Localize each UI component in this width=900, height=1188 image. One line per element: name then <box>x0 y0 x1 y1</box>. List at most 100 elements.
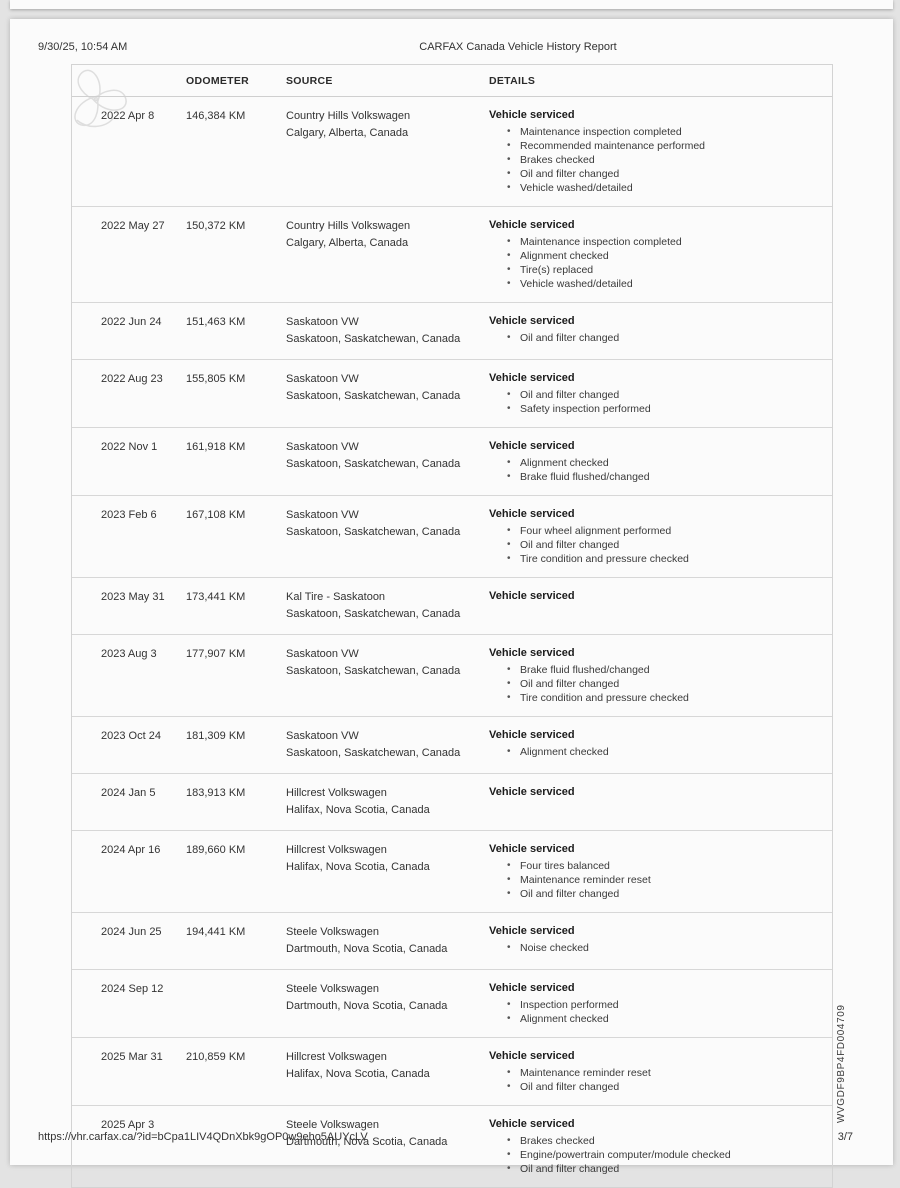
source-name: Steele Volkswagen <box>286 983 379 995</box>
source-name: Steele Volkswagen <box>286 1119 379 1131</box>
details-list: Noise checked <box>489 941 824 955</box>
service-date: 2024 Apr 16 <box>101 844 161 856</box>
service-detail-item: Inspection performed <box>506 998 824 1012</box>
odometer-value <box>186 981 286 1026</box>
details-list: Alignment checkedBrake fluid flushed/cha… <box>489 456 824 484</box>
odometer-value: 167,108 KM <box>186 509 246 521</box>
service-date: 2023 Oct 24 <box>101 730 161 742</box>
service-detail-item: Maintenance reminder reset <box>506 873 824 887</box>
table-header-row: ODOMETER SOURCE DETAILS <box>72 65 832 97</box>
source-cell: Saskatoon VW Saskatoon, Saskatchewan, Ca… <box>286 507 489 566</box>
table-row: 2022 Aug 23 155,805 KM Saskatoon VW Sask… <box>72 359 832 427</box>
service-detail-item: Four wheel alignment performed <box>506 524 824 538</box>
source-cell: Hillcrest Volkswagen Halifax, Nova Scoti… <box>286 1049 489 1094</box>
table-row: 2023 Aug 3 177,907 KM Saskatoon VW Saska… <box>72 634 832 716</box>
details-cell: Vehicle serviced Four wheel alignment pe… <box>489 507 824 566</box>
details-cell: Vehicle serviced Alignment checked <box>489 728 824 762</box>
details-title: Vehicle serviced <box>489 786 575 798</box>
source-cell: Steele Volkswagen Dartmouth, Nova Scotia… <box>286 924 489 958</box>
table-row: 2025 Apr 3 Steele Volkswagen Dartmouth, … <box>72 1105 832 1187</box>
service-detail-item: Alignment checked <box>506 745 824 759</box>
column-header-details: DETAILS <box>489 74 536 87</box>
source-cell: Saskatoon VW Saskatoon, Saskatchewan, Ca… <box>286 371 489 416</box>
source-name: Saskatoon VW <box>286 648 359 660</box>
table-body: 2022 Apr 8 146,384 KM Country Hills Volk… <box>72 97 832 1187</box>
source-location: Saskatoon, Saskatchewan, Canada <box>286 665 461 677</box>
odometer-value: 194,441 KM <box>186 926 246 938</box>
source-name: Country Hills Volkswagen <box>286 110 411 122</box>
odometer-value: 151,463 KM <box>186 316 246 328</box>
details-title: Vehicle serviced <box>489 925 575 937</box>
details-title: Vehicle serviced <box>489 1118 575 1130</box>
source-location: Saskatoon, Saskatchewan, Canada <box>286 747 461 759</box>
service-detail-item: Oil and filter changed <box>506 677 824 691</box>
details-list: Brake fluid flushed/changedOil and filte… <box>489 663 824 705</box>
table-row: 2022 Apr 8 146,384 KM Country Hills Volk… <box>72 97 832 206</box>
service-detail-item: Vehicle washed/detailed <box>506 181 824 195</box>
page-number: 3/7 <box>837 1131 853 1143</box>
odometer-value: 146,384 KM <box>186 110 246 122</box>
odometer-value: 155,805 KM <box>186 373 246 385</box>
service-detail-item: Vehicle washed/detailed <box>506 277 824 291</box>
details-cell: Vehicle serviced Maintenance inspection … <box>489 218 824 291</box>
source-location: Saskatoon, Saskatchewan, Canada <box>286 526 461 538</box>
details-list: Oil and filter changedSafety inspection … <box>489 388 824 416</box>
source-name: Hillcrest Volkswagen <box>286 844 387 856</box>
source-cell: Country Hills Volkswagen Calgary, Albert… <box>286 218 489 291</box>
details-list: Maintenance inspection completedAlignmen… <box>489 235 824 291</box>
source-location: Saskatoon, Saskatchewan, Canada <box>286 458 461 470</box>
odometer-value: 161,918 KM <box>186 441 246 453</box>
service-detail-item: Safety inspection performed <box>506 402 824 416</box>
service-detail-item: Maintenance inspection completed <box>506 125 824 139</box>
details-title: Vehicle serviced <box>489 109 575 121</box>
source-name: Hillcrest Volkswagen <box>286 1051 387 1063</box>
details-title: Vehicle serviced <box>489 843 575 855</box>
source-name: Country Hills Volkswagen <box>286 220 411 232</box>
table-row: 2023 Oct 24 181,309 KM Saskatoon VW Sask… <box>72 716 832 773</box>
print-timestamp: 9/30/25, 10:54 AM <box>38 41 128 53</box>
service-history-table: ODOMETER SOURCE DETAILS 2022 Apr 8 146,3… <box>71 64 833 1188</box>
service-detail-item: Tire condition and pressure checked <box>506 691 824 705</box>
details-list: Four tires balancedMaintenance reminder … <box>489 859 824 901</box>
details-list: Oil and filter changed <box>489 331 824 345</box>
service-date: 2024 Sep 12 <box>101 983 164 995</box>
odometer-value: 181,309 KM <box>186 730 246 742</box>
details-title: Vehicle serviced <box>489 508 575 520</box>
details-cell: Vehicle serviced Inspection performedAli… <box>489 981 824 1026</box>
service-date: 2025 Mar 31 <box>101 1051 163 1063</box>
odometer-value: 210,859 KM <box>186 1051 246 1063</box>
source-cell: Hillcrest Volkswagen Halifax, Nova Scoti… <box>286 842 489 901</box>
service-date: 2024 Jun 25 <box>101 926 162 938</box>
details-cell: Vehicle serviced Brakes checkedEngine/po… <box>489 1117 824 1176</box>
report-title: CARFAX Canada Vehicle History Report <box>419 41 617 53</box>
service-date: 2022 May 27 <box>101 220 165 232</box>
details-cell: Vehicle serviced Brake fluid flushed/cha… <box>489 646 824 705</box>
service-detail-item: Brakes checked <box>506 153 824 167</box>
details-list: Inspection performedAlignment checked <box>489 998 824 1026</box>
table-row: 2024 Sep 12 Steele Volkswagen Dartmouth,… <box>72 969 832 1037</box>
service-detail-item: Maintenance inspection completed <box>506 235 824 249</box>
details-title: Vehicle serviced <box>489 590 575 602</box>
source-location: Saskatoon, Saskatchewan, Canada <box>286 390 461 402</box>
details-title: Vehicle serviced <box>489 440 575 452</box>
report-page: 9/30/25, 10:54 AM CARFAX Canada Vehicle … <box>10 19 893 1188</box>
details-title: Vehicle serviced <box>489 219 575 231</box>
service-detail-item: Alignment checked <box>506 249 824 263</box>
details-cell: Vehicle serviced Noise checked <box>489 924 824 958</box>
table-row: 2022 Jun 24 151,463 KM Saskatoon VW Sask… <box>72 302 832 359</box>
source-location: Dartmouth, Nova Scotia, Canada <box>286 1000 448 1012</box>
source-location: Calgary, Alberta, Canada <box>286 127 409 139</box>
source-location: Halifax, Nova Scotia, Canada <box>286 804 430 816</box>
service-date: 2023 Aug 3 <box>101 648 157 660</box>
details-cell: Vehicle serviced Four tires balancedMain… <box>489 842 824 901</box>
source-cell: Country Hills Volkswagen Calgary, Albert… <box>286 108 489 195</box>
source-name: Saskatoon VW <box>286 441 359 453</box>
details-title: Vehicle serviced <box>489 982 575 994</box>
details-cell: Vehicle serviced <box>489 785 824 819</box>
source-location: Saskatoon, Saskatchewan, Canada <box>286 333 461 345</box>
service-detail-item: Oil and filter changed <box>506 1080 824 1094</box>
details-list: Alignment checked <box>489 745 824 759</box>
details-cell: Vehicle serviced Maintenance reminder re… <box>489 1049 824 1094</box>
source-name: Hillcrest Volkswagen <box>286 787 387 799</box>
source-location: Halifax, Nova Scotia, Canada <box>286 861 430 873</box>
